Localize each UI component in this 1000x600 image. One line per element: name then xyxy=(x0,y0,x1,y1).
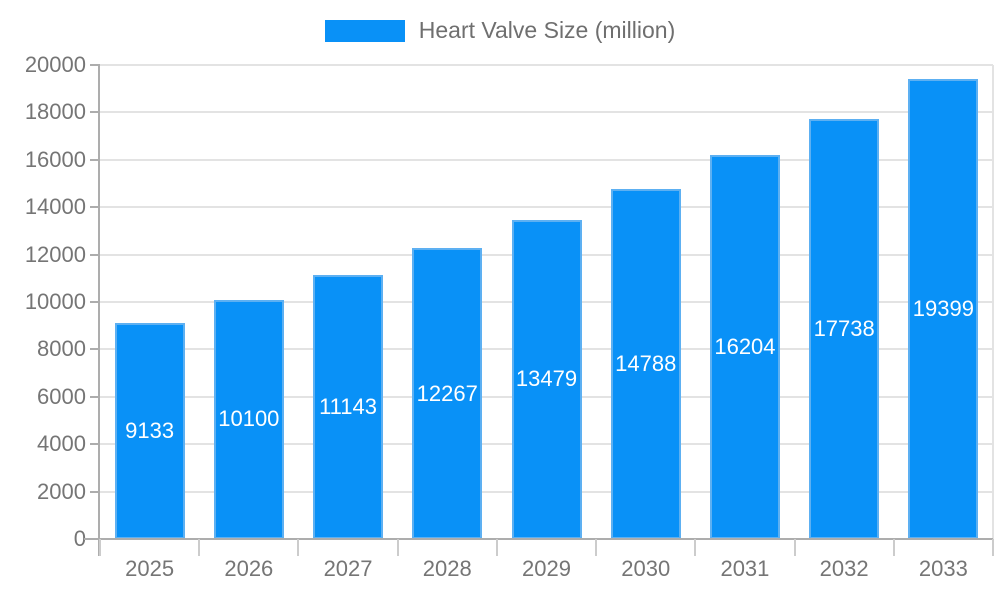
y-axis-tick xyxy=(90,253,100,256)
bar[interactable]: 19399 xyxy=(908,79,979,539)
x-axis-tick-label: 2033 xyxy=(918,556,968,581)
bar-value-label: 16204 xyxy=(714,333,776,359)
gridline xyxy=(100,111,993,114)
y-axis-tick-label: 16000 xyxy=(24,146,86,172)
y-axis-tick-label: 6000 xyxy=(37,383,86,409)
legend-label: Heart Valve Size (million) xyxy=(418,17,676,43)
bar-value-label: 19399 xyxy=(912,296,974,322)
x-axis-tick xyxy=(694,539,697,556)
y-axis-tick-label: 20000 xyxy=(24,52,86,77)
bar-value-label: 14788 xyxy=(615,350,677,376)
x-axis-tick xyxy=(297,539,300,556)
plot-right-border xyxy=(992,65,994,539)
x-axis-tick xyxy=(495,539,498,556)
bar-value-label: 10100 xyxy=(218,406,280,432)
bar[interactable]: 10100 xyxy=(213,299,284,539)
y-axis-tick xyxy=(90,206,100,209)
bar[interactable]: 9133 xyxy=(114,322,185,539)
y-axis-tick-label: 2000 xyxy=(37,478,86,504)
y-axis-tick-label: 10000 xyxy=(24,289,86,314)
bar[interactable]: 12267 xyxy=(412,248,483,539)
x-axis-tick xyxy=(595,539,598,556)
x-axis-tick xyxy=(793,539,796,556)
x-axis-line xyxy=(84,538,993,540)
bar[interactable]: 13479 xyxy=(511,219,582,539)
gridline xyxy=(100,158,993,161)
x-axis-tick xyxy=(992,539,994,556)
y-axis-tick-label: 18000 xyxy=(24,99,86,125)
y-axis-tick-label: 12000 xyxy=(24,241,86,267)
bar-value-label: 17738 xyxy=(813,315,875,341)
y-axis-tick xyxy=(90,158,100,161)
y-axis-tick xyxy=(90,395,100,398)
y-axis-tick xyxy=(90,111,100,114)
bar[interactable]: 14788 xyxy=(610,188,681,539)
y-axis-tick xyxy=(90,443,100,446)
bar-value-label: 13479 xyxy=(515,366,578,392)
y-axis-tick xyxy=(90,64,100,66)
bar-value-label: 9133 xyxy=(125,417,175,443)
y-axis-tick xyxy=(90,490,100,493)
y-axis-tick-label: 4000 xyxy=(37,431,86,457)
chart-legend[interactable]: Heart Valve Size (million) xyxy=(0,17,1000,44)
y-axis-tick xyxy=(90,348,100,351)
y-axis-tick xyxy=(90,301,100,303)
gridline xyxy=(100,64,993,66)
bar[interactable]: 16204 xyxy=(709,154,780,539)
legend-swatch-icon xyxy=(324,19,405,42)
x-axis-tick xyxy=(396,539,399,556)
x-axis-tick xyxy=(99,539,101,556)
bar-value-label: 11143 xyxy=(319,393,377,419)
y-axis-tick-label: 0 xyxy=(73,526,86,551)
x-axis-tick-label: 2030 xyxy=(621,556,671,581)
y-axis-line xyxy=(98,65,100,556)
bar[interactable]: 11143 xyxy=(313,274,384,539)
x-axis-tick xyxy=(198,539,201,556)
x-axis-tick-label: 2028 xyxy=(422,556,472,581)
x-axis-tick-label: 2026 xyxy=(224,556,274,581)
x-axis-tick-label: 2032 xyxy=(819,556,869,581)
x-axis-tick-label: 2027 xyxy=(323,556,373,581)
x-axis-tick-label: 2029 xyxy=(522,556,571,581)
x-axis-tick-label: 2031 xyxy=(720,556,770,581)
bar[interactable]: 17738 xyxy=(809,118,880,539)
y-axis-tick-label: 14000 xyxy=(24,194,86,220)
x-axis-tick xyxy=(892,539,895,556)
x-axis-tick-label: 2025 xyxy=(125,556,175,581)
y-axis-tick-label: 8000 xyxy=(37,336,86,362)
bar-value-label: 12267 xyxy=(416,380,478,406)
gridline xyxy=(100,206,993,209)
